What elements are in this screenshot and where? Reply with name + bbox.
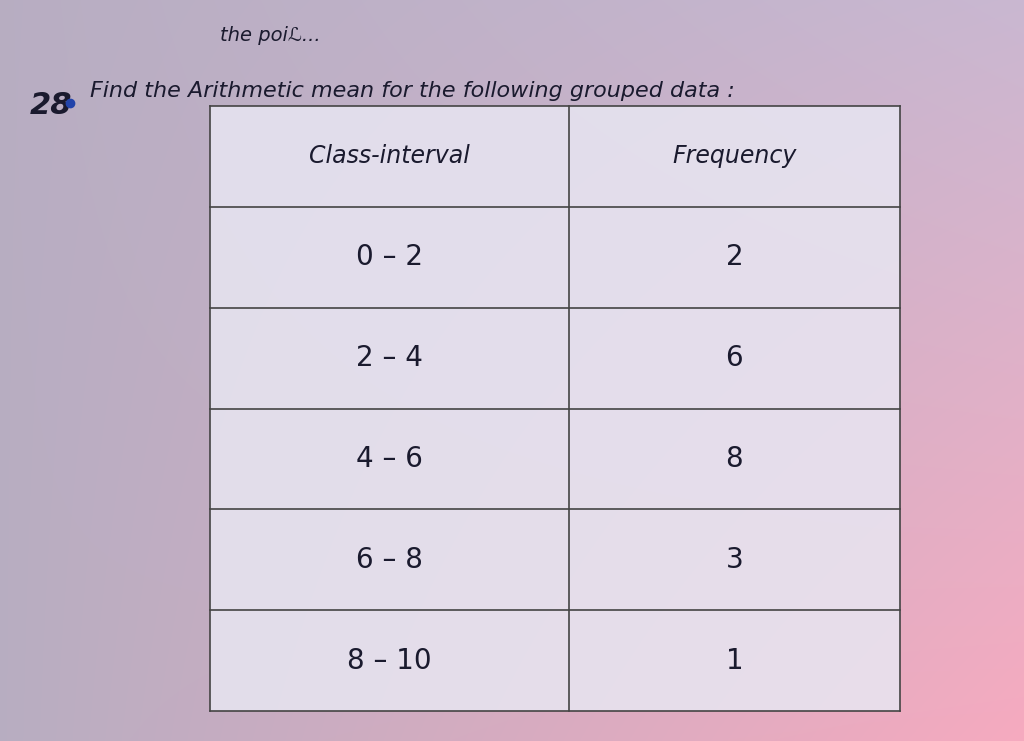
Text: Find the Arithmetic mean for the following grouped data :: Find the Arithmetic mean for the followi… [90, 81, 735, 101]
Text: 6 – 8: 6 – 8 [356, 546, 423, 574]
Text: Frequency: Frequency [672, 144, 797, 168]
Text: the poiℒ...: the poiℒ... [220, 26, 321, 45]
Text: 4 – 6: 4 – 6 [356, 445, 423, 473]
Text: 3: 3 [726, 546, 743, 574]
Text: 8: 8 [726, 445, 743, 473]
Text: Class-interval: Class-interval [309, 144, 470, 168]
Bar [210, 106, 900, 711]
Text: 1: 1 [726, 647, 743, 674]
Text: 0 – 2: 0 – 2 [356, 243, 423, 271]
Text: 6: 6 [726, 344, 743, 372]
Text: 28: 28 [30, 91, 73, 120]
Text: 2: 2 [726, 243, 743, 271]
Text: 2 – 4: 2 – 4 [356, 344, 423, 372]
Text: 8 – 10: 8 – 10 [347, 647, 432, 674]
